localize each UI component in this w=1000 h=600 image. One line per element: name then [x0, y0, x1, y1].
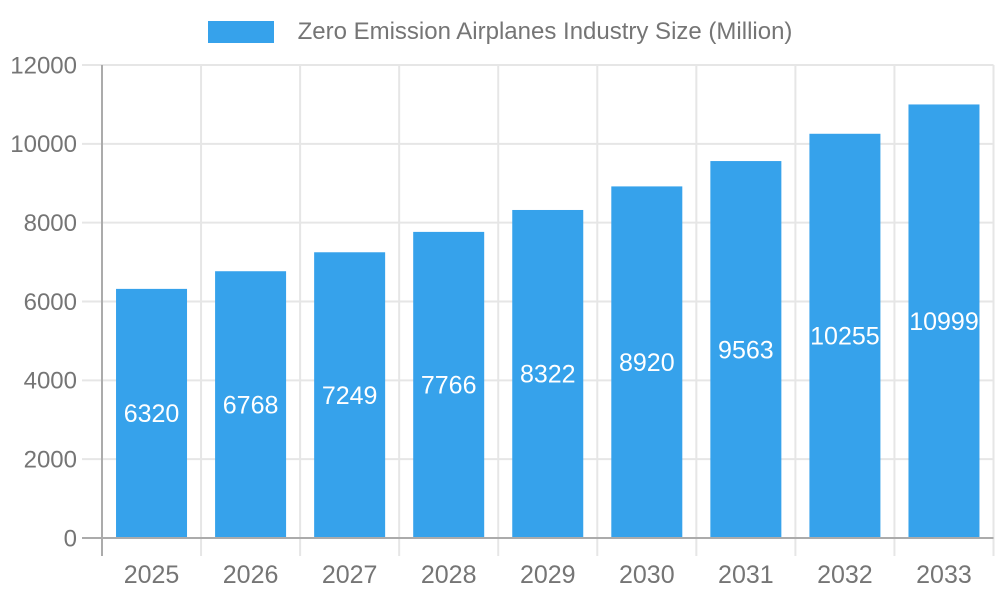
- bar-2030[interactable]: [611, 186, 683, 539]
- bar-2028[interactable]: [413, 231, 485, 538]
- x-tick-label: 2032: [817, 561, 873, 589]
- bar-value-label: 6320: [124, 400, 180, 428]
- x-tick-label: 2026: [223, 561, 279, 589]
- bar-value-label: 10255: [810, 323, 880, 351]
- bar-2027[interactable]: [314, 252, 386, 538]
- y-tick-label: 12000: [10, 52, 77, 79]
- y-tick-label: 4000: [24, 368, 77, 395]
- x-tick-label: 2033: [916, 561, 972, 589]
- bar-2029[interactable]: [512, 209, 584, 539]
- x-tick-label: 2025: [124, 561, 180, 589]
- bar-value-label: 10999: [909, 308, 979, 336]
- bar-2025[interactable]: [116, 288, 188, 538]
- bar-value-label: 7766: [421, 372, 477, 400]
- bar-2026[interactable]: [215, 271, 287, 538]
- x-tick-label: 2029: [520, 561, 576, 589]
- y-tick-label: 0: [64, 525, 77, 552]
- bar-value-label: 9563: [718, 336, 774, 364]
- bar-value-label: 7249: [322, 382, 378, 410]
- y-tick-label: 6000: [24, 289, 77, 316]
- x-tick-label: 2027: [322, 561, 378, 589]
- legend-item[interactable]: Zero Emission Airplanes Industry Size (M…: [0, 19, 1000, 45]
- bar-value-label: 8322: [520, 361, 576, 389]
- y-tick-label: 8000: [24, 210, 77, 237]
- bar-value-label: 6768: [223, 391, 279, 419]
- y-tick-label: 10000: [10, 131, 77, 158]
- x-tick-label: 2028: [421, 561, 477, 589]
- x-tick-label: 2030: [619, 561, 675, 589]
- bar-2031[interactable]: [710, 161, 782, 538]
- x-tick-label: 2031: [718, 561, 774, 589]
- legend-color-swatch-icon: [207, 21, 274, 43]
- bar-2032[interactable]: [809, 133, 881, 538]
- bar-value-label: 8920: [619, 349, 675, 377]
- y-tick-label: 2000: [24, 447, 77, 474]
- bar-2033[interactable]: [908, 104, 980, 538]
- legend-label: Zero Emission Airplanes Industry Size (M…: [297, 18, 793, 45]
